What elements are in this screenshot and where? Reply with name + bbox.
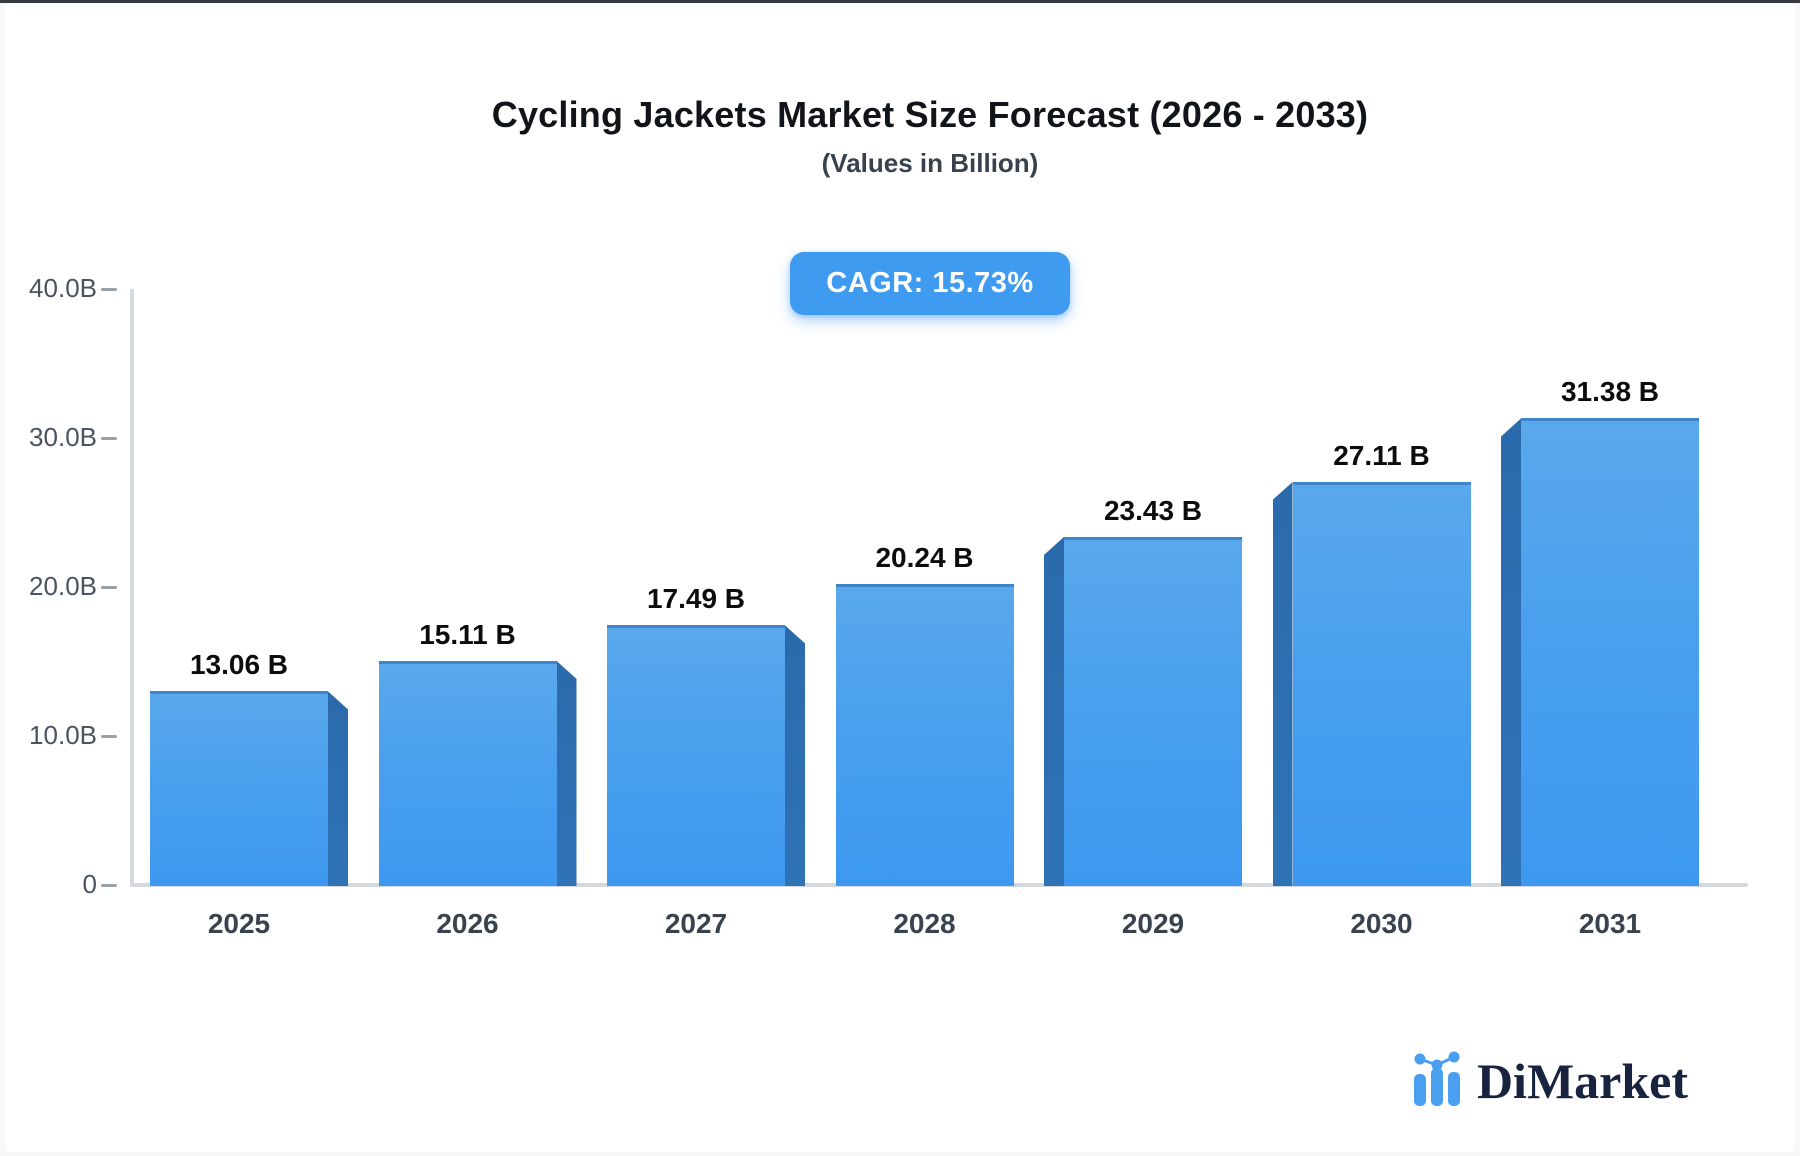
bar-value-label: 15.11 B (419, 618, 516, 650)
chart-subtitle: (Values in Billion) (821, 148, 1039, 178)
y-axis-tick-label: 10.0B (29, 720, 97, 750)
y-axis-tick-label: 0 (82, 869, 97, 899)
bar-chart-dots-icon (1413, 1051, 1460, 1106)
bar-2030 (1292, 482, 1471, 886)
bar-2031 (1521, 418, 1699, 886)
cagr-badge: CAGR: 15.73% (790, 252, 1070, 315)
bar-side-facet-2030 (1272, 482, 1293, 886)
x-axis-label-2027: 2027 (664, 908, 728, 939)
x-axis-label-2031: 2031 (1578, 908, 1642, 939)
bar-side-facet-2029 (1044, 536, 1064, 886)
x-axis-label-2028: 2028 (893, 908, 956, 939)
bar-2028 (835, 584, 1014, 886)
bar-side-facet-2025 (328, 691, 348, 886)
bar-side-facet-2026 (556, 660, 577, 886)
x-axis-label-2029: 2029 (1121, 908, 1185, 939)
bar-value-label: 17.49 B (646, 583, 746, 615)
bar-2029 (1064, 536, 1242, 886)
bar-value-label: 31.38 B (1560, 376, 1660, 408)
bar-value-label: 27.11 B (1333, 440, 1430, 472)
x-axis-label-2030: 2030 (1350, 908, 1413, 939)
y-axis-tick-label: 20.0B (29, 571, 97, 601)
y-axis-tick (101, 586, 117, 589)
window-top-edge (0, 0, 1800, 3)
bar-2026 (378, 660, 557, 886)
y-axis-tick-label: 30.0B (29, 422, 97, 452)
y-axis-tick (101, 884, 117, 887)
bar-value-label: 13.06 B (189, 649, 289, 681)
bar-2025 (150, 691, 328, 886)
y-axis-tick (101, 437, 117, 440)
y-axis-tick (101, 735, 117, 738)
chart-card (5, 3, 1795, 1152)
dimarket-logo: DiMarket (1411, 1050, 1688, 1106)
bar-side-facet-2027 (785, 625, 805, 886)
y-axis-line (130, 289, 134, 886)
y-axis-tick-label: 40.0B (29, 273, 97, 303)
bar-side-facet-2031 (1501, 418, 1521, 886)
x-axis-label-2025: 2025 (207, 908, 271, 939)
y-axis-tick (101, 288, 117, 291)
chart-title: Cycling Jackets Market Size Forecast (20… (491, 94, 1369, 135)
bar-value-label: 20.24 B (875, 542, 974, 574)
cagr-badge-wrap: CAGR: 15.73% (70, 252, 1790, 315)
bar-2027 (607, 625, 785, 886)
bar-value-label: 23.43 B (1103, 494, 1203, 526)
logo-text: DiMarket (1476, 1053, 1688, 1109)
x-axis-label-2026: 2026 (436, 908, 499, 939)
